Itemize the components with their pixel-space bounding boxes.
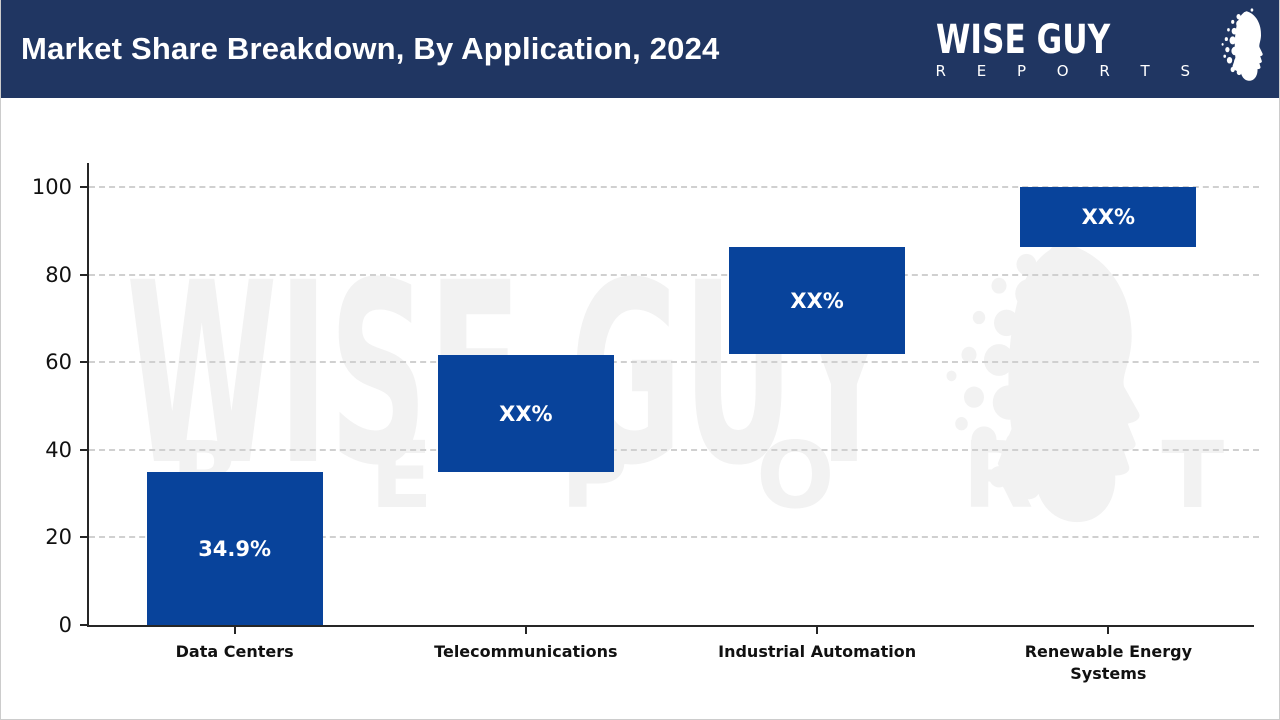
bar-value-label: XX% [790,288,844,313]
logo-text-block: WISE GUY R E P O R T S [936,20,1203,79]
y-axis-tick-label: 0 [58,613,72,637]
y-axis-tick [80,448,87,451]
bar-value-label: 34.9% [198,536,272,561]
bar-renewable-energy-systems: XX% [1020,187,1197,247]
y-axis-line [87,163,89,627]
y-axis-tick [80,273,87,276]
header-bar: Market Share Breakdown, By Application, … [1,0,1279,98]
y-axis-tick-label: 20 [45,525,72,550]
gridline-20 [89,536,1259,539]
y-axis-tick [80,186,87,188]
y-axis-tick [80,624,87,626]
gridline-60 [89,361,1259,364]
x-axis-tick [233,627,236,634]
bar-value-label: XX% [1081,204,1136,229]
category-label-industrial-automation: Industrial Automation [718,642,917,661]
x-axis-tick [816,627,819,634]
category-label-data-centers: Data Centers [175,642,294,661]
logo-face-icon [1221,8,1263,81]
x-axis-tick [524,627,527,634]
category-label-renewable-energy-systems: Renewable Energy Systems [1024,642,1193,683]
y-axis-tick-label: 60 [45,350,72,375]
chart-title: Market Share Breakdown, By Application, … [21,31,720,66]
logo-subtext: R E P O R T S [935,61,1203,80]
y-axis-tick-label: 40 [45,437,72,462]
bar-industrial-automation: XX% [729,247,906,355]
wise-guy-logo: WISE GUY R E P O R T S [936,6,1269,92]
x-axis-tick [1107,627,1110,634]
gridline-40 [89,448,1259,451]
y-axis-tick-label: 80 [45,262,72,287]
bar-telecommunications: XX% [437,355,614,473]
bar-data-centers: 34.9% [146,472,323,625]
y-axis-tick-label: 100 [31,175,72,199]
y-axis-tick [80,536,87,539]
y-axis-tick [80,361,87,364]
bar-value-label: XX% [499,401,553,426]
x-axis-line [87,625,1254,627]
logo-wordmark: WISE GUY [935,16,1110,63]
gridline-100 [89,186,1259,188]
gridline-80 [89,273,1259,276]
category-label-telecommunications: Telecommunications [434,642,618,661]
